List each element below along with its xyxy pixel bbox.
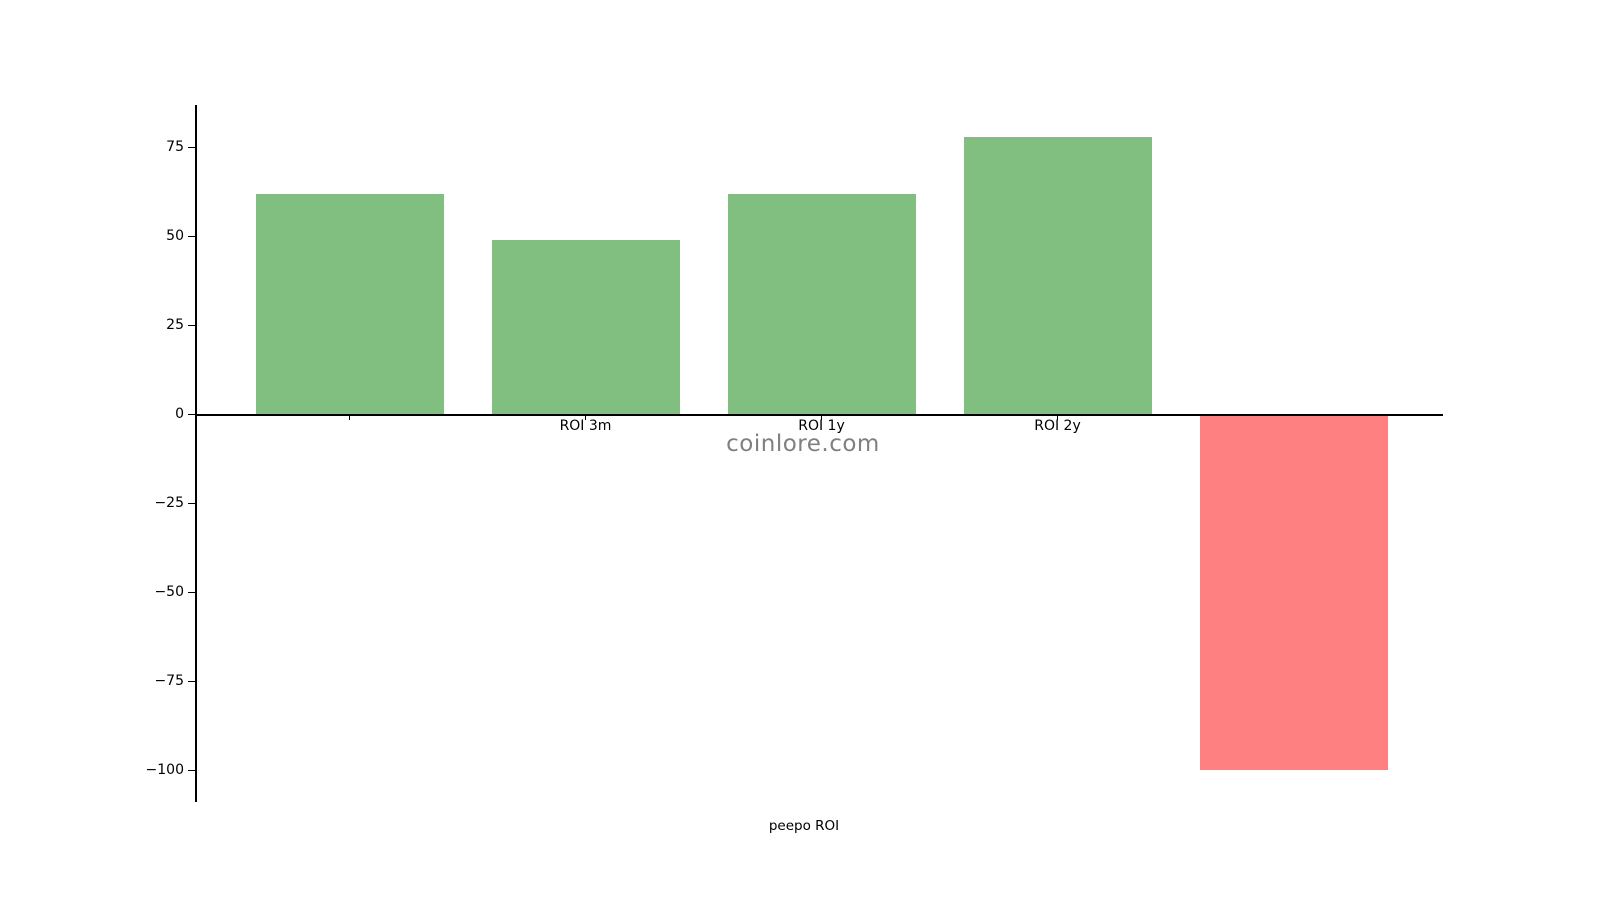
bar-roi-3m [491, 239, 680, 415]
bar-roi-1y [727, 193, 916, 415]
y-tick-mark [188, 769, 195, 772]
y-tick-label: −100 [145, 762, 184, 779]
x-tick-mark [348, 414, 351, 421]
y-tick-mark [188, 324, 195, 327]
y-tick-mark [188, 502, 195, 505]
chart-title: peepo ROI [768, 818, 840, 834]
y-tick-label: 25 [166, 317, 184, 334]
y-tick-label: 50 [166, 228, 184, 245]
y-tick-label: −75 [154, 673, 184, 690]
x-axis-line [195, 414, 1443, 416]
bar-bar-1 [255, 193, 444, 415]
x-tick-label-roi-1y: ROI 1y [798, 417, 845, 434]
y-tick-mark [188, 413, 195, 416]
watermark-text: coinlore.com [726, 431, 880, 457]
y-tick-mark [188, 591, 195, 594]
y-tick-label: −50 [154, 584, 184, 601]
y-tick-label: −25 [154, 495, 184, 512]
y-tick-mark [188, 680, 195, 683]
y-tick-label: 0 [175, 406, 184, 423]
bar-bar-5 [1199, 414, 1388, 771]
x-tick-mark [820, 414, 823, 421]
x-tick-mark [1056, 414, 1059, 421]
x-tick-label-roi-3m: ROI 3m [559, 417, 612, 434]
y-axis-line [195, 105, 197, 802]
y-tick-mark [188, 146, 195, 149]
x-tick-mark [584, 414, 587, 421]
y-tick-label: 75 [166, 139, 184, 156]
y-tick-mark [188, 235, 195, 238]
bar-roi-2y [963, 136, 1152, 415]
x-tick-label-roi-2y: ROI 2y [1034, 417, 1081, 434]
